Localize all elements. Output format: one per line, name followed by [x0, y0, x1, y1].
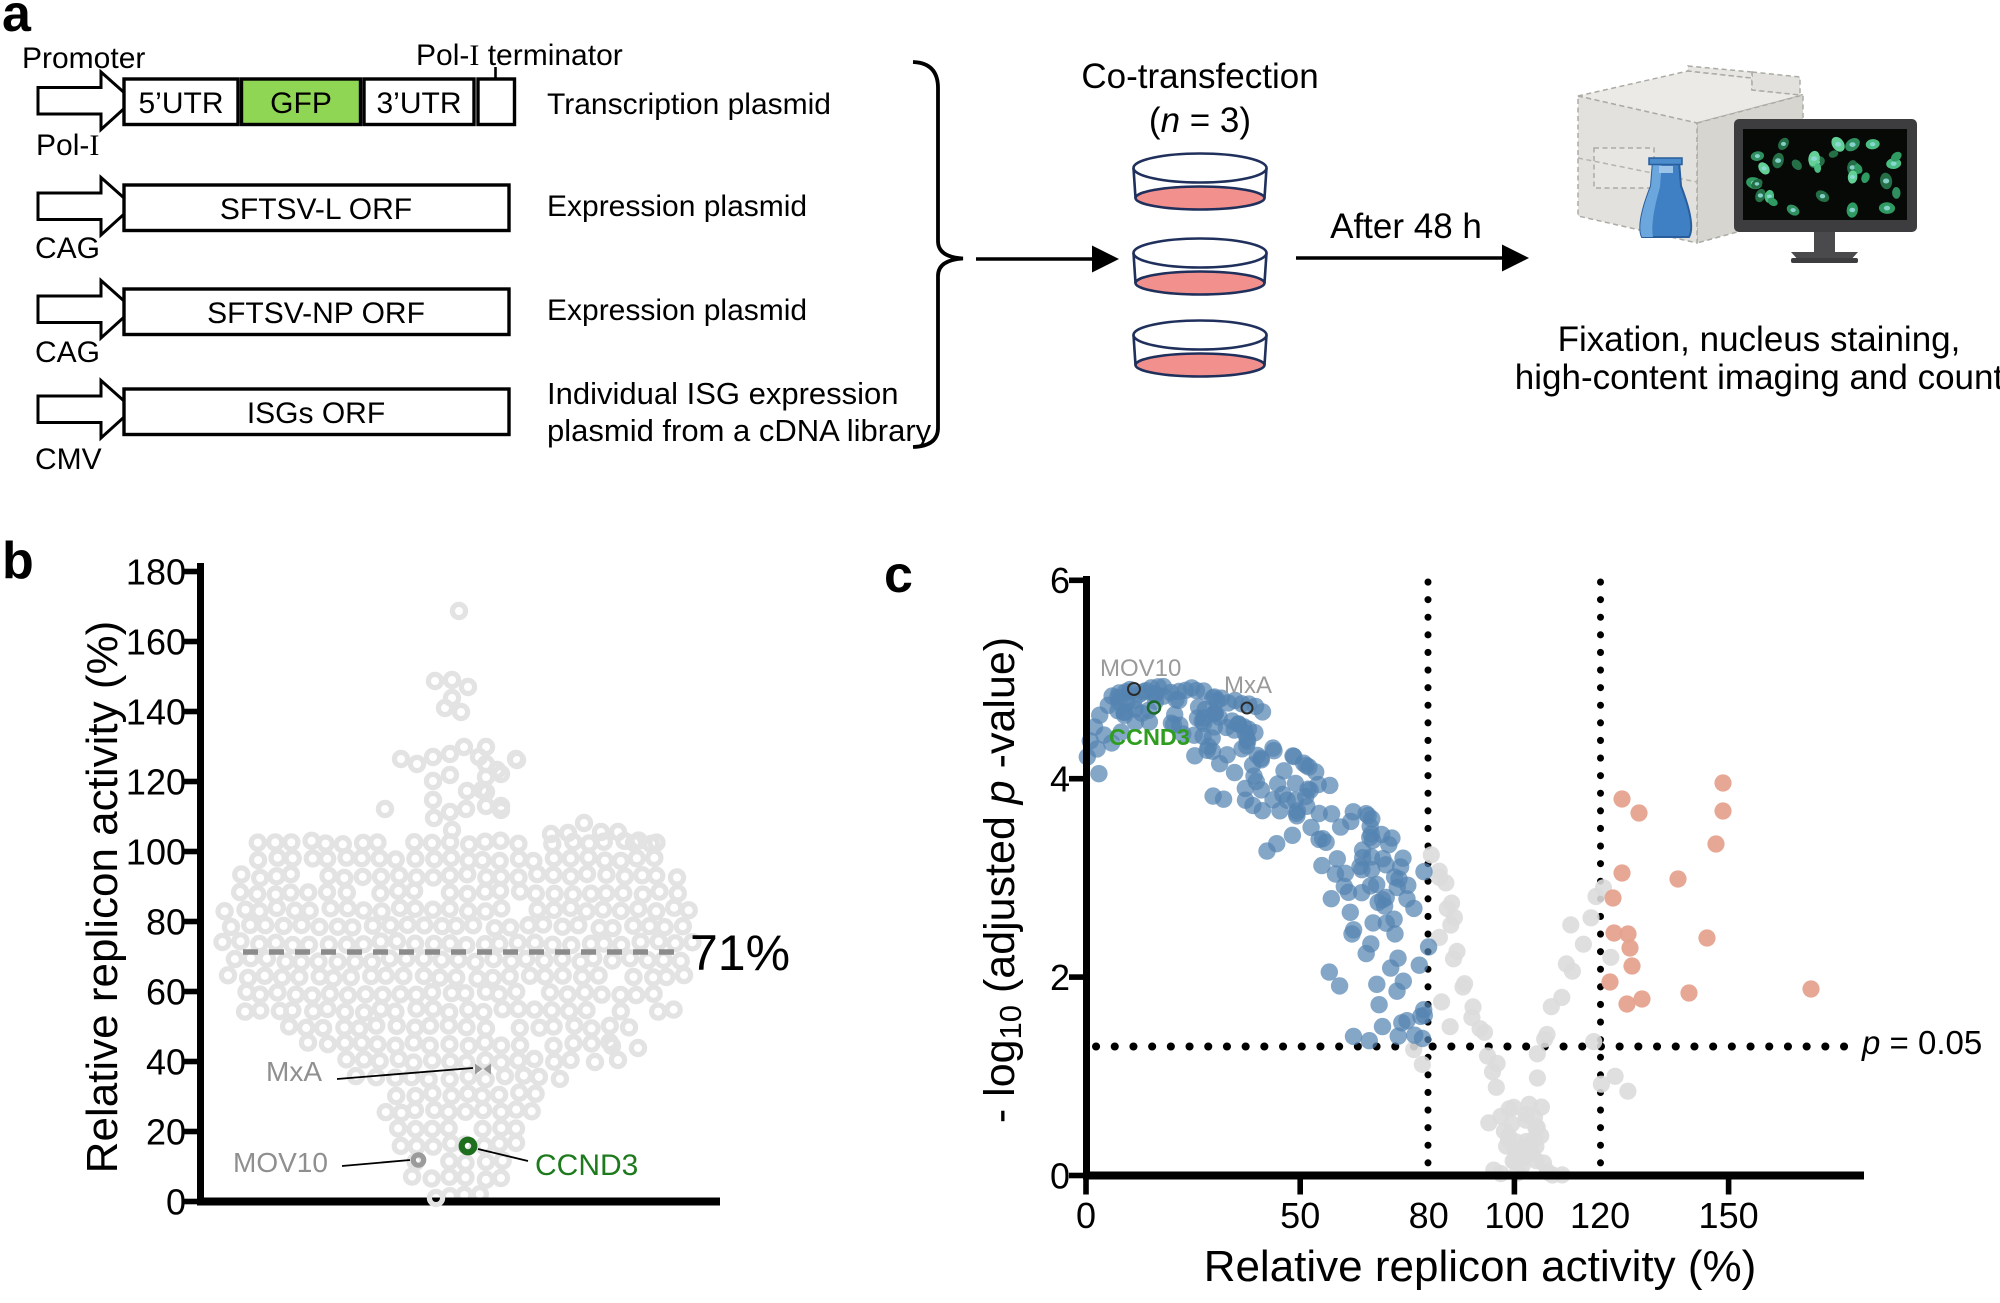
svg-text:After 48 h: After 48 h: [1330, 207, 1482, 246]
svg-text:60: 60: [146, 971, 186, 1012]
svg-text:2: 2: [1050, 957, 1070, 998]
svg-text:40: 40: [146, 1041, 186, 1082]
svg-text:5’UTR: 5’UTR: [138, 87, 223, 120]
svg-text:100: 100: [1484, 1195, 1544, 1236]
svg-text:0: 0: [1076, 1195, 1096, 1236]
svg-text:SFTSV-L ORF: SFTSV-L ORF: [220, 193, 412, 226]
svg-text:Co-transfection: Co-transfection: [1081, 57, 1318, 96]
svg-text:MxA: MxA: [1224, 672, 1272, 699]
svg-text:140: 140: [126, 691, 186, 732]
svg-text:high-content imaging and count: high-content imaging and count: [1515, 358, 2000, 397]
svg-text:Relative replicon activity (%): Relative replicon activity (%): [78, 621, 127, 1174]
svg-text:3’UTR: 3’UTR: [376, 87, 461, 120]
svg-text:50: 50: [1280, 1195, 1320, 1236]
svg-text:Individual ISG expression: Individual ISG expression: [547, 376, 899, 411]
svg-text:CCND3: CCND3: [1109, 724, 1190, 750]
svg-text:p = 0.05: p = 0.05: [1861, 1024, 1982, 1061]
svg-text:Transcription plasmid: Transcription plasmid: [547, 88, 831, 121]
svg-text:80: 80: [146, 901, 186, 942]
svg-text:- log10 (adjusted p -value): - log10 (adjusted p -value): [976, 637, 1028, 1123]
svg-text:Promoter: Promoter: [22, 42, 145, 75]
svg-text:CAG: CAG: [35, 336, 100, 369]
svg-text:SFTSV-NP ORF: SFTSV-NP ORF: [207, 297, 425, 330]
svg-text:MxA: MxA: [266, 1056, 322, 1087]
svg-text:Pol-I: Pol-I: [36, 129, 99, 162]
svg-text:180: 180: [126, 551, 186, 592]
svg-text:Relative replicon activity (%): Relative replicon activity (%): [1204, 1242, 1757, 1291]
svg-text:6: 6: [1050, 560, 1070, 601]
svg-text:Expression plasmid: Expression plasmid: [547, 294, 807, 327]
svg-text:120: 120: [1570, 1195, 1630, 1236]
svg-text:120: 120: [126, 761, 186, 802]
svg-text:MOV10: MOV10: [1100, 655, 1181, 682]
svg-text:100: 100: [126, 831, 186, 872]
svg-text:MOV10: MOV10: [233, 1147, 328, 1178]
svg-text:c: c: [884, 546, 913, 604]
svg-text:CCND3: CCND3: [535, 1149, 638, 1182]
svg-text:Fixation, nucleus staining,: Fixation, nucleus staining,: [1558, 320, 1961, 359]
svg-text:plasmid from a cDNA library: plasmid from a cDNA library: [547, 413, 932, 448]
svg-text:80: 80: [1409, 1195, 1449, 1236]
svg-text:CMV: CMV: [35, 443, 102, 476]
svg-text:a: a: [2, 0, 32, 43]
svg-text:GFP: GFP: [270, 87, 332, 120]
svg-text:71%: 71%: [690, 925, 790, 981]
svg-text:Pol-I terminator: Pol-I terminator: [416, 39, 623, 72]
svg-text:CAG: CAG: [35, 232, 100, 265]
svg-text:150: 150: [1699, 1195, 1759, 1236]
svg-text:ISGs ORF: ISGs ORF: [247, 397, 385, 430]
svg-text:160: 160: [126, 621, 186, 662]
svg-text:(n = 3): (n = 3): [1149, 101, 1251, 140]
svg-text:Expression plasmid: Expression plasmid: [547, 190, 807, 223]
svg-text:b: b: [2, 532, 34, 590]
svg-text:0: 0: [166, 1181, 186, 1222]
svg-text:4: 4: [1050, 759, 1070, 800]
svg-text:0: 0: [1050, 1155, 1070, 1196]
svg-text:20: 20: [146, 1111, 186, 1152]
